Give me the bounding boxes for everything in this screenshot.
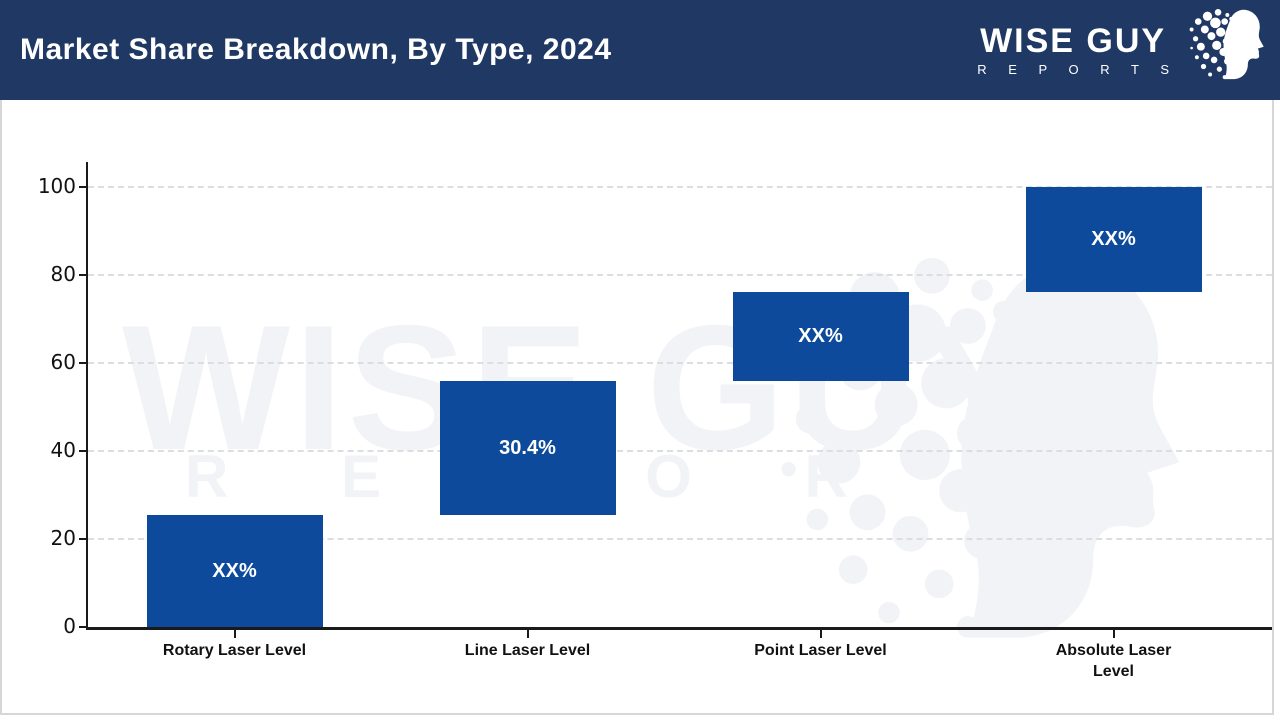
x-tick-1 bbox=[233, 630, 236, 638]
category-label-3: Point Laser Level bbox=[754, 642, 887, 659]
bar-absolute-laser-level: XX% bbox=[1025, 187, 1202, 292]
logo-face-dots-icon bbox=[1189, 8, 1264, 80]
category-label-1: Rotary Laser Level bbox=[162, 642, 307, 659]
y-tick-0 bbox=[79, 626, 88, 628]
wise-guy-reports-logo: WISE GUY R E P O R T S bbox=[968, 6, 1272, 94]
y-tick-label-60: 60 bbox=[50, 350, 76, 374]
logo-line1: WISE GUY bbox=[980, 22, 1167, 60]
gridline-20 bbox=[88, 538, 1272, 540]
frame-left-edge bbox=[0, 100, 2, 715]
x-tick-3 bbox=[819, 630, 822, 638]
y-tick-80 bbox=[79, 274, 88, 276]
header-bar: Market Share Breakdown, By Type, 2024 WI… bbox=[0, 0, 1280, 100]
x-tick-4 bbox=[1112, 630, 1115, 638]
bar-rotary-laser-level: XX% bbox=[146, 515, 323, 627]
frame-bottom-edge bbox=[0, 713, 1274, 715]
y-tick-100 bbox=[79, 186, 88, 188]
watermark-subtext: R E P O R T S bbox=[185, 443, 1198, 510]
category-label-4: Absolute Laser Level bbox=[1055, 642, 1172, 680]
x-tick-2 bbox=[526, 630, 529, 638]
chart-area: WISE GUY R E P O R T S bbox=[0, 100, 1280, 720]
frame-right-edge bbox=[1272, 100, 1274, 715]
y-tick-60 bbox=[79, 362, 88, 364]
y-tick-label-20: 20 bbox=[50, 526, 76, 550]
chart-title: Market Share Breakdown, By Type, 2024 bbox=[20, 33, 612, 66]
bar-value-label: XX% bbox=[212, 559, 257, 582]
y-axis-line bbox=[86, 162, 88, 629]
gridline-100 bbox=[88, 186, 1272, 188]
y-tick-label-40: 40 bbox=[50, 438, 76, 462]
bar-value-label: XX% bbox=[1091, 227, 1136, 250]
logo-line2: R E P O R T S bbox=[977, 62, 1178, 77]
y-tick-20 bbox=[79, 538, 88, 540]
gridline-60 bbox=[88, 362, 1272, 364]
bar-value-label: 30.4% bbox=[499, 436, 556, 459]
logo-wordmark: WISE GUY R E P O R T S bbox=[968, 24, 1178, 76]
y-tick-40 bbox=[79, 450, 88, 452]
y-tick-label-100: 100 bbox=[37, 174, 76, 198]
bar-value-label: XX% bbox=[798, 325, 843, 348]
category-label-2: Line Laser Level bbox=[464, 642, 591, 659]
x-axis-line bbox=[86, 627, 1272, 630]
y-tick-label-0: 0 bbox=[63, 614, 76, 638]
bar-point-laser-level: XX% bbox=[732, 291, 909, 382]
y-tick-label-80: 80 bbox=[50, 262, 76, 286]
bar-line-laser-level: 30.4% bbox=[439, 381, 616, 516]
gridline-40 bbox=[88, 450, 1272, 452]
gridline-80 bbox=[88, 274, 1272, 276]
